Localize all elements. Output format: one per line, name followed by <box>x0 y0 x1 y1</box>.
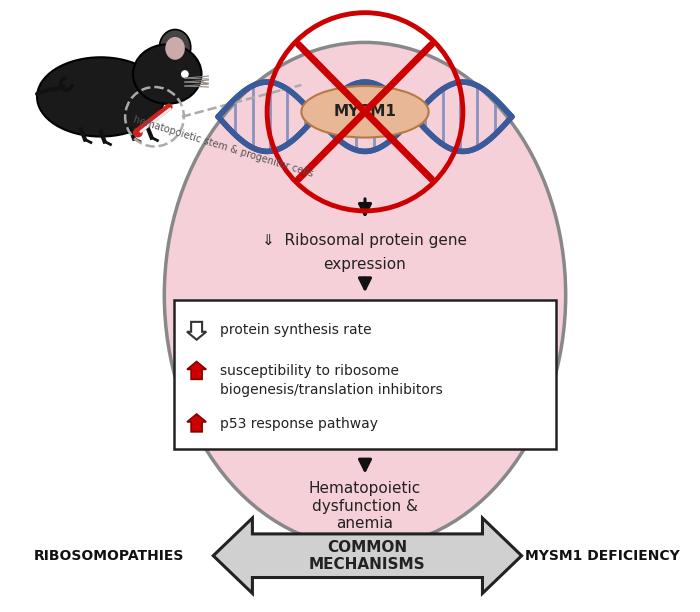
Text: MYSM1 DEFICIENCY: MYSM1 DEFICIENCY <box>524 549 679 562</box>
Ellipse shape <box>160 29 190 65</box>
Ellipse shape <box>37 58 164 136</box>
Polygon shape <box>187 362 206 379</box>
Text: protein synthesis rate: protein synthesis rate <box>220 323 372 337</box>
Polygon shape <box>214 518 522 594</box>
Polygon shape <box>187 414 206 432</box>
Ellipse shape <box>164 42 566 548</box>
Text: ⇓  Ribosomal protein gene: ⇓ Ribosomal protein gene <box>262 233 468 248</box>
Circle shape <box>133 128 143 138</box>
Text: expression: expression <box>323 258 407 272</box>
Text: MYSM1: MYSM1 <box>334 104 396 119</box>
Text: susceptibility to ribosome
biogenesis/translation inhibitors: susceptibility to ribosome biogenesis/tr… <box>220 365 443 397</box>
Ellipse shape <box>133 45 202 104</box>
Ellipse shape <box>165 37 185 60</box>
Text: RIBOSOMOPATHIES: RIBOSOMOPATHIES <box>34 549 183 562</box>
Text: hematopoietic stem & progenitor cells: hematopoietic stem & progenitor cells <box>132 114 314 179</box>
Ellipse shape <box>302 86 428 138</box>
Ellipse shape <box>181 70 189 78</box>
FancyBboxPatch shape <box>174 300 556 449</box>
Text: COMMON
MECHANISMS: COMMON MECHANISMS <box>309 540 426 572</box>
Text: Hematopoietic
dysfunction &
anemia: Hematopoietic dysfunction & anemia <box>309 482 421 531</box>
Polygon shape <box>187 322 206 340</box>
Text: p53 response pathway: p53 response pathway <box>220 417 378 431</box>
